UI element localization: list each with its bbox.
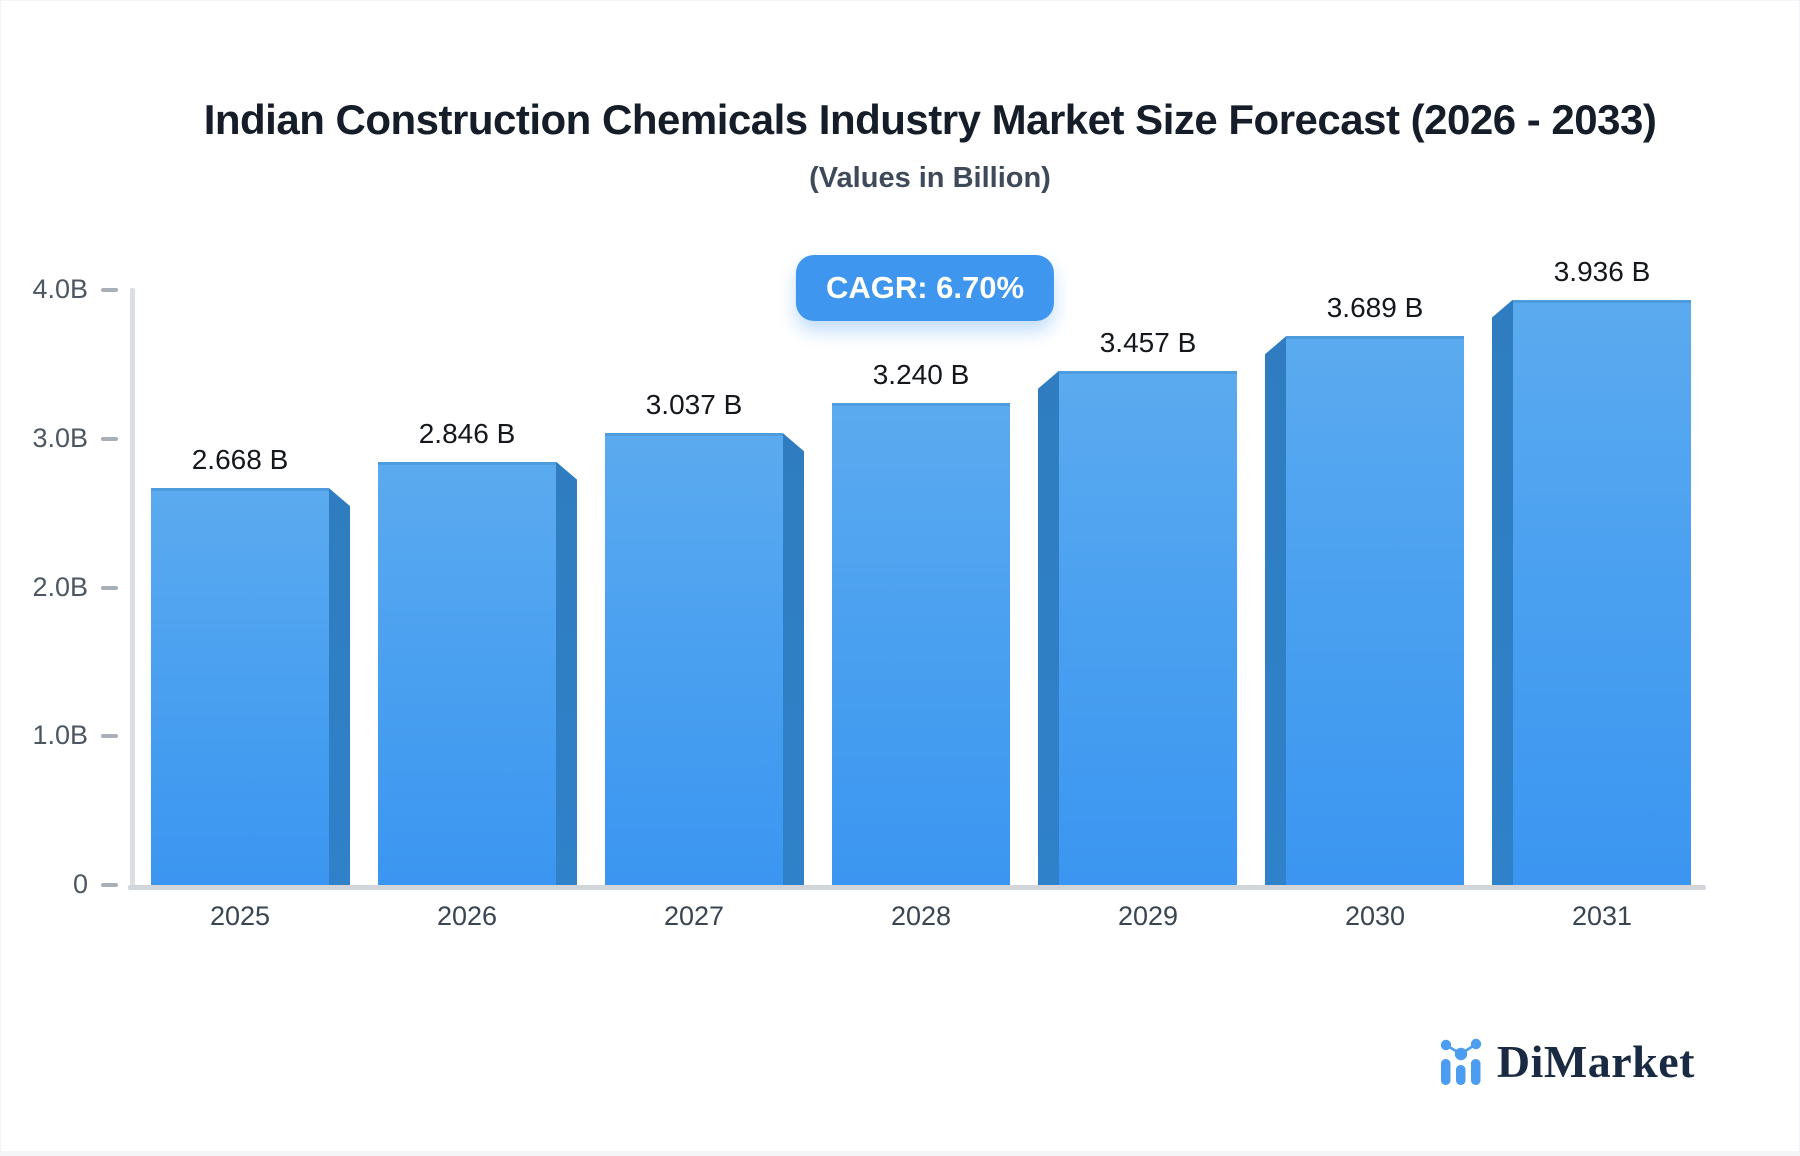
- bar-side-2031: [1492, 299, 1513, 885]
- bar-side-2027: [783, 433, 804, 885]
- x-tick-label: 2025: [209, 901, 271, 931]
- bar-value-label: 3.240 B: [872, 359, 970, 391]
- bar-2030: [1286, 336, 1464, 885]
- bar-2031: [1513, 299, 1691, 885]
- y-tick-dash: [101, 288, 118, 292]
- bar-side-2030: [1265, 336, 1286, 885]
- y-tick-label: 1.0B: [32, 720, 88, 751]
- x-tick-label: 2027: [663, 901, 725, 931]
- bar-2025: [151, 488, 329, 885]
- bar-side-2025: [329, 488, 350, 885]
- bar-value-label: 3.689 B: [1326, 292, 1424, 324]
- y-tick-dash: [101, 734, 118, 739]
- bar-2027: [605, 433, 783, 885]
- x-tick-label: 2029: [1117, 901, 1179, 931]
- bar-2029: [1059, 370, 1237, 885]
- y-tick-label: 2.0B: [32, 571, 88, 602]
- bar-value-label: 3.936 B: [1553, 255, 1651, 287]
- bar-side-2026: [556, 461, 577, 885]
- brand-name: DiMarket: [1496, 1035, 1695, 1087]
- x-tick-label: 2028: [890, 901, 952, 931]
- x-tick-label: 2026: [436, 901, 498, 931]
- y-axis-line: [130, 288, 135, 888]
- brand-logo: DiMarket: [1435, 1032, 1695, 1090]
- y-tick-label: 3.0B: [32, 422, 88, 453]
- bar-2026: [378, 461, 556, 885]
- y-tick-label: 0: [72, 869, 88, 899]
- chart-title: Indian Construction Chemicals Industry M…: [203, 96, 1657, 143]
- x-tick-label: 2030: [1344, 901, 1406, 931]
- cagr-badge: CAGR: 6.70%: [795, 255, 1055, 321]
- x-axis-line: [128, 885, 1706, 890]
- y-tick-dash: [101, 436, 118, 441]
- y-tick-label: 4.0B: [32, 274, 88, 304]
- bar-value-label: 2.668 B: [191, 444, 289, 476]
- bar-side-2029: [1038, 370, 1059, 885]
- y-tick-dash: [101, 585, 118, 590]
- chart-subtitle: (Values in Billion): [809, 162, 1051, 194]
- y-tick-dash: [101, 883, 118, 887]
- bar-chart-logo-icon: [1440, 1038, 1482, 1085]
- bar-value-label: 2.846 B: [418, 417, 516, 449]
- bar-2028: [832, 403, 1010, 885]
- bar-value-label: 3.037 B: [645, 389, 743, 421]
- bar-value-label: 3.457 B: [1099, 326, 1197, 358]
- x-tick-label: 2031: [1571, 901, 1633, 931]
